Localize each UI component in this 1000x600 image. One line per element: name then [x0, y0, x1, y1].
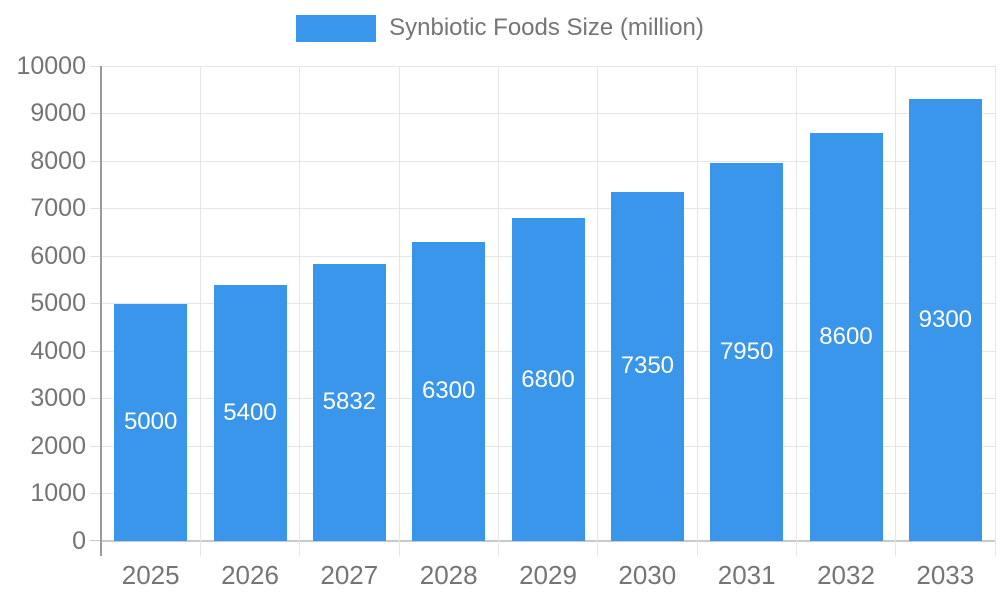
bar-2031: 7950: [710, 163, 784, 541]
bar-2028: 6300: [412, 241, 486, 541]
bar-2033: 9300: [908, 99, 982, 541]
y-axis-tick-label: 2000: [30, 431, 86, 460]
bar-2029: 6800: [511, 218, 585, 541]
bar-value-label: 6800: [521, 365, 575, 393]
gridline-h: [101, 113, 995, 114]
y-axis-tick: [90, 350, 101, 352]
x-axis-tick-label: 2031: [717, 560, 776, 590]
gridline-v: [994, 66, 996, 556]
bar-value-label: 5000: [123, 408, 178, 436]
x-axis-tick-label: 2032: [817, 560, 875, 590]
y-axis-tick: [90, 65, 101, 67]
bar-2025: 5000: [114, 303, 188, 541]
gridline-v: [895, 66, 897, 556]
legend-swatch[interactable]: [296, 14, 377, 42]
gridline-v: [398, 66, 400, 556]
gridline-h: [101, 208, 995, 209]
y-axis-tick: [90, 208, 101, 209]
gridline-v: [299, 66, 301, 556]
x-axis-tick-label: 2025: [121, 560, 180, 590]
y-axis-tick: [90, 493, 101, 494]
x-axis-tick-label: 2026: [221, 560, 279, 590]
gridline-v: [795, 66, 797, 556]
y-axis-tick-label: 3000: [30, 384, 86, 412]
x-axis-tick-label: 2033: [916, 560, 975, 590]
bar-value-label: 5832: [322, 388, 377, 416]
y-axis-tick-label: 9000: [30, 99, 86, 127]
gridline-h: [101, 65, 995, 67]
bar-2027: 5832: [312, 263, 386, 541]
bar-2032: 8600: [809, 132, 883, 541]
gridline-v: [696, 66, 698, 556]
y-axis-tick: [90, 113, 101, 114]
gridline-v: [199, 66, 201, 556]
bar-value-label: 5400: [223, 398, 277, 426]
bar-value-label: 8600: [819, 322, 873, 350]
y-axis-tick-label: 8000: [30, 146, 86, 175]
y-axis-tick-label: 4000: [30, 336, 86, 365]
gridline-h: [101, 160, 995, 162]
x-axis-tick-label: 2028: [419, 560, 478, 590]
y-axis-tick: [90, 398, 101, 399]
y-axis-tick-label: 7000: [30, 194, 86, 222]
gridline-v: [597, 66, 599, 556]
y-axis-line: [100, 66, 102, 556]
y-axis-tick: [90, 255, 101, 257]
y-axis-tick: [90, 445, 101, 447]
x-axis-line: [101, 540, 995, 542]
gridline-v: [497, 66, 499, 556]
bar-value-label: 7950: [719, 338, 774, 366]
bar-2026: 5400: [213, 284, 287, 541]
bar-value-label: 7350: [620, 352, 675, 380]
x-axis-tick-label: 2030: [618, 560, 677, 590]
legend: Synbiotic Foods Size (million): [0, 14, 1000, 42]
legend-label[interactable]: Synbiotic Foods Size (million): [389, 14, 704, 41]
x-axis-line-cap: [90, 540, 101, 541]
bar-value-label: 6300: [421, 377, 476, 405]
y-axis-tick: [90, 303, 101, 304]
y-axis-tick-label: 10000: [16, 51, 86, 80]
x-axis-tick-label: 2027: [320, 560, 379, 590]
y-axis-tick-label: 5000: [30, 289, 86, 317]
y-axis-tick-label: 0: [72, 526, 86, 555]
y-axis-tick-label: 1000: [30, 479, 86, 507]
bar-2030: 7350: [610, 191, 684, 541]
bar-value-label: 9300: [918, 306, 973, 334]
y-axis-tick: [90, 160, 101, 162]
y-axis-tick-label: 6000: [30, 241, 86, 270]
x-axis-tick-label: 2029: [519, 560, 577, 590]
